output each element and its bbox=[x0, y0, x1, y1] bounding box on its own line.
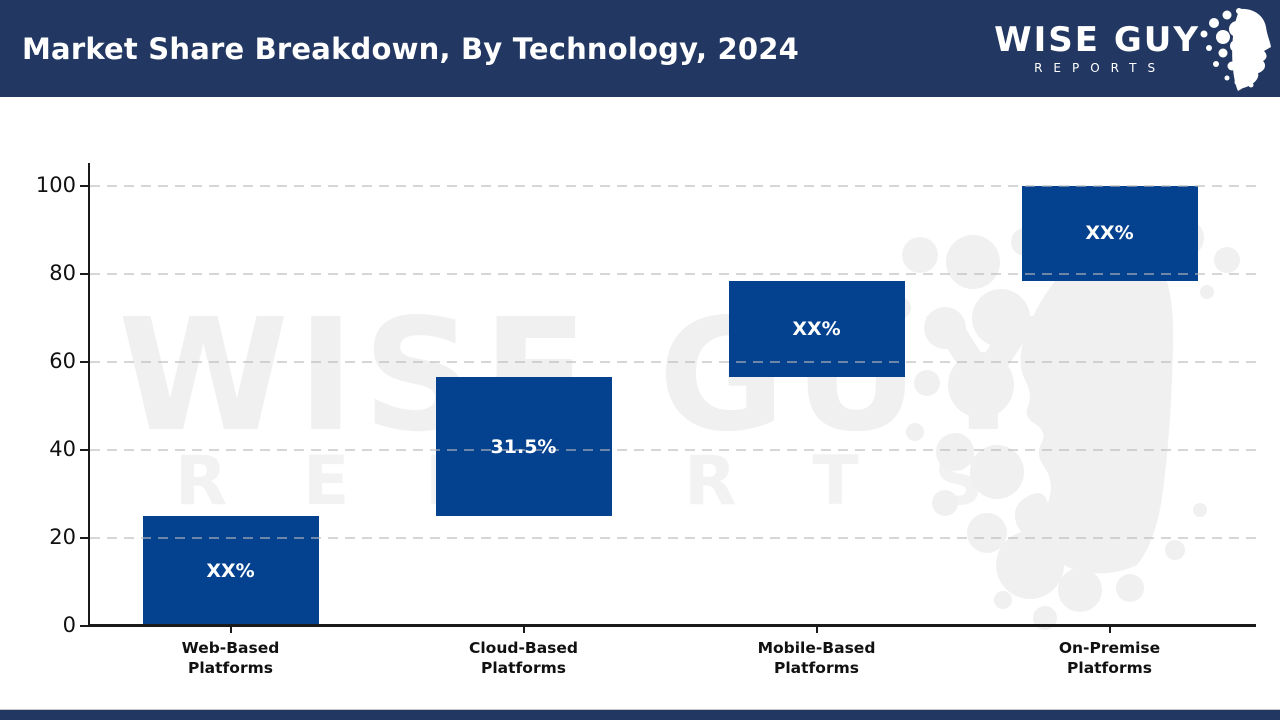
brand-name: WISE GUY bbox=[994, 19, 1200, 60]
y-tick-label: 40 bbox=[49, 437, 76, 461]
gridline-80 bbox=[90, 273, 1256, 275]
bar-value-label: 31.5% bbox=[490, 435, 557, 458]
brand-head-icon bbox=[1200, 7, 1271, 91]
x-tick-1 bbox=[229, 626, 232, 633]
y-tick-label: 100 bbox=[35, 173, 76, 197]
bar-value-label: XX% bbox=[792, 318, 841, 340]
header-bar: Market Share Breakdown, By Technology, 2… bbox=[0, 0, 1280, 97]
gridline-40 bbox=[90, 449, 1256, 451]
y-axis-line bbox=[88, 163, 90, 626]
x-category-label: Web-Based Platforms bbox=[181, 639, 280, 677]
chart-area: WISE GUY R E P O R T S 020406080100XX%We… bbox=[0, 97, 1280, 710]
bar-value-label: XX% bbox=[1085, 222, 1134, 245]
y-tick-label: 0 bbox=[62, 613, 76, 637]
x-tick-2 bbox=[522, 626, 525, 633]
brand-logo: WISE GUY REPORTS bbox=[994, 6, 1272, 92]
x-category-label: On-Premise Platforms bbox=[1058, 639, 1161, 677]
y-tick-40 bbox=[80, 449, 88, 451]
y-tick-60 bbox=[80, 361, 88, 363]
x-tick-4 bbox=[1108, 626, 1111, 633]
y-tick-20 bbox=[80, 537, 88, 539]
y-tick-0 bbox=[80, 625, 88, 627]
y-tick-label: 60 bbox=[49, 349, 76, 373]
bar-4 bbox=[1021, 186, 1198, 281]
y-tick-100 bbox=[80, 185, 88, 187]
gridline-20 bbox=[90, 537, 1256, 539]
y-tick-label: 20 bbox=[49, 525, 76, 549]
gridline-60 bbox=[90, 361, 1256, 363]
brand-subname: REPORTS bbox=[1034, 60, 1167, 75]
bar-2 bbox=[435, 377, 612, 516]
x-tick-3 bbox=[815, 626, 818, 633]
brand-logo-text: WISE GUY REPORTS bbox=[994, 22, 1200, 76]
bar-1 bbox=[142, 516, 319, 626]
bar-value-label: XX% bbox=[206, 560, 255, 582]
x-category-label: Mobile-Based Platforms bbox=[757, 639, 876, 677]
x-axis-line bbox=[88, 624, 1256, 627]
x-category-label: Cloud-Based Platforms bbox=[468, 639, 579, 677]
y-tick-80 bbox=[80, 273, 88, 275]
footer-bar bbox=[0, 710, 1280, 720]
gridline-100 bbox=[90, 185, 1256, 187]
y-tick-label: 80 bbox=[49, 261, 76, 285]
page-title: Market Share Breakdown, By Technology, 2… bbox=[22, 31, 800, 66]
watermark-head-icon bbox=[883, 220, 1240, 630]
